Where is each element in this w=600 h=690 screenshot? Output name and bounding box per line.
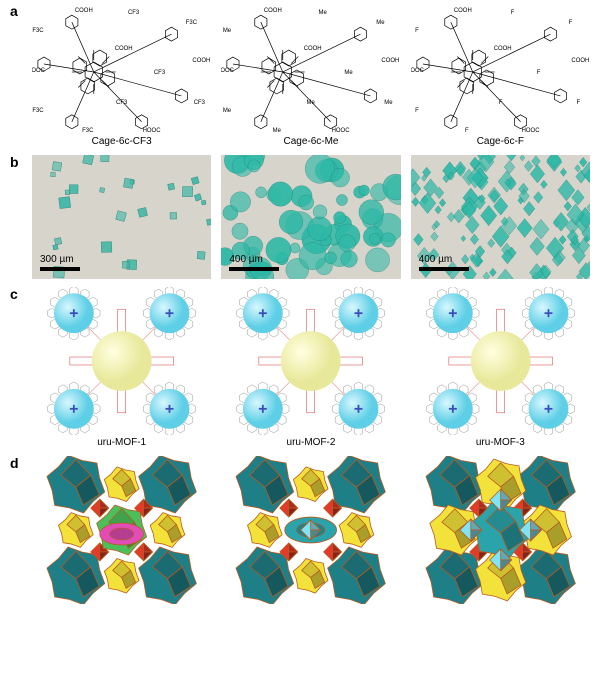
svg-text:CF3: CF3 [194,100,206,106]
svg-text:CF3: CF3 [128,10,140,16]
svg-text:COOH: COOH [75,8,93,14]
svg-text:F: F [415,28,419,34]
row-b: b 300 µm 400 µm [10,155,590,279]
svg-text:Me: Me [223,108,232,114]
micro-cell-1: 400 µm [221,155,400,279]
svg-text:Me: Me [223,28,232,34]
mof-cell-1: uru-MOF-2 [221,287,400,448]
row-c: c uru-MOF-1 uru-MOF-2 uru-MOF-3 [10,287,590,448]
svg-text:F3C: F3C [32,108,44,114]
row-d: d [10,456,590,604]
tiling-cell-2 [411,456,590,604]
svg-text:Me: Me [319,10,328,16]
micrograph-2: 400 µm [411,155,590,279]
scalebar-label-1: 400 µm [229,254,263,265]
mof-structure-1 [221,287,400,435]
scalebar-1: 400 µm [229,254,279,271]
scalebar-line-2 [419,267,469,271]
chem-cell-1: COOH Me Me COOH Me HOOC Me Me HOOC Me COOH Me Me Cag… [221,4,400,147]
mof-cell-0: uru-MOF-1 [32,287,211,448]
tiling-cell-1 [221,456,400,604]
mof-caption-0: uru-MOF-1 [97,437,146,448]
chem-structure-1: COOH Me Me COOH Me HOOC Me Me HOOC Me COOH Me Me [221,4,400,134]
row-c-cells: uru-MOF-1 uru-MOF-2 uru-MOF-3 [32,287,590,448]
svg-text:HOOC: HOOC [32,68,46,74]
svg-text:HOOC: HOOC [143,128,162,134]
svg-text:HOOC: HOOC [411,68,425,74]
tiling-1 [221,456,400,604]
panel-label-b: b [10,155,24,169]
svg-text:F: F [536,70,540,76]
micro-cell-0: 300 µm [32,155,211,279]
scalebar-2: 400 µm [419,254,469,271]
chem-cell-2: COOH F F COOH F HOOC F F HOOC F COOH F F Cage-6c-F [411,4,590,147]
svg-text:Me: Me [377,20,386,26]
tiling-2 [411,456,590,604]
svg-text:F: F [415,108,419,114]
svg-text:F3C: F3C [186,20,198,26]
mof-cell-2: uru-MOF-3 [411,287,590,448]
svg-text:F: F [510,10,514,16]
svg-text:HOOC: HOOC [521,128,540,134]
tiling-cell-0 [32,456,211,604]
panel-label-a: a [10,4,24,18]
svg-text:COOH: COOH [115,46,133,52]
micro-cell-2: 400 µm [411,155,590,279]
mof-caption-2: uru-MOF-3 [476,437,525,448]
scalebar-line-0 [40,267,80,271]
svg-text:F3C: F3C [82,128,94,134]
micrograph-0: 300 µm [32,155,211,279]
svg-text:CF3: CF3 [154,70,166,76]
svg-text:F: F [498,100,502,106]
svg-text:COOH: COOH [571,58,589,64]
scalebar-0: 300 µm [40,254,80,271]
chem-caption-1: Cage-6c-Me [283,136,338,147]
svg-text:CF3: CF3 [116,100,128,106]
chem-caption-0: Cage-6c-CF3 [92,136,152,147]
chem-structure-0: COOH CF3 F3C COOH CF3 HOOC F3C F3C HOOC F3C COOH CF… [32,4,211,134]
row-d-cells [32,456,590,604]
scalebar-label-2: 400 µm [419,254,453,265]
svg-text:Me: Me [307,100,316,106]
svg-text:COOH: COOH [493,46,511,52]
chem-caption-2: Cage-6c-F [477,136,524,147]
mof-structure-2 [411,287,590,435]
panel-label-c: c [10,287,24,301]
mof-structure-0 [32,287,211,435]
svg-text:COOH: COOH [192,58,210,64]
svg-text:F3C: F3C [32,28,44,34]
svg-text:COOH: COOH [264,8,282,14]
svg-text:HOOC: HOOC [221,68,235,74]
svg-text:COOH: COOH [304,46,322,52]
tiling-0 [32,456,211,604]
figure-panel: a COOHCF3F3CCOOHCF3HOOCF3CF3CHOOCF3CCOOH… [0,0,600,608]
row-a-cells: COOH CF3 F3C COOH CF3 HOOC F3C F3C HOOC F3C COOH CF… [32,4,590,147]
scalebar-label-0: 300 µm [40,254,74,265]
micrograph-1: 400 µm [221,155,400,279]
mof-caption-1: uru-MOF-2 [287,437,336,448]
svg-text:F: F [576,100,580,106]
svg-text:Me: Me [385,100,394,106]
row-b-cells: 300 µm 400 µm 400 µm [32,155,590,279]
scalebar-line-1 [229,267,279,271]
svg-text:Me: Me [345,70,354,76]
row-a: a COOHCF3F3CCOOHCF3HOOCF3CF3CHOOCF3CCOOH… [10,4,590,147]
panel-label-d: d [10,456,24,470]
chem-cell-0: COOH CF3 F3C COOH CF3 HOOC F3C F3C HOOC F3C COOH CF… [32,4,211,147]
svg-text:COOH: COOH [454,8,472,14]
svg-text:Me: Me [273,128,282,134]
svg-text:F: F [568,20,572,26]
svg-text:HOOC: HOOC [332,128,351,134]
svg-text:F: F [465,128,469,134]
chem-structure-2: COOH F F COOH F HOOC F F HOOC F COOH F F [411,4,590,134]
svg-text:COOH: COOH [382,58,400,64]
